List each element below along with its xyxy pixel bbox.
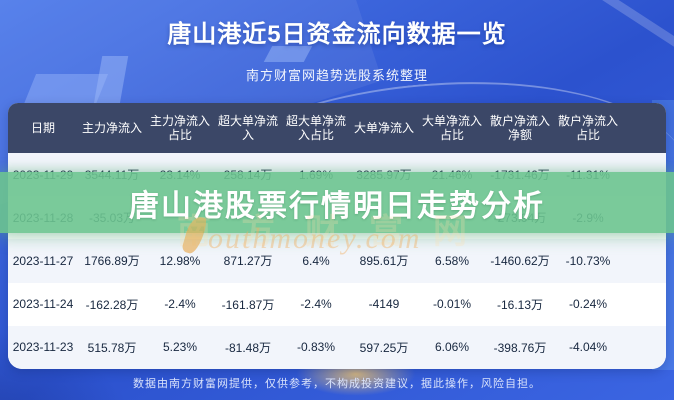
column-header-main-net-inflow: 主力净流入	[81, 120, 142, 135]
cell-value: -0.24%	[568, 297, 608, 312]
column-header-large-net-inflow: 大单净流入	[353, 120, 414, 135]
cell-date: 2023-11-24	[12, 297, 74, 312]
cell-value: -4149	[368, 297, 400, 312]
cell-value: 6.58%	[434, 253, 470, 268]
disclaimer-text: 数据由南方财富网提供，仅供参考，不构成投资建议，据此操作，风险自担。	[133, 378, 541, 390]
cell-value: -0.83%	[296, 340, 336, 355]
cell-value: 871.27万	[223, 254, 273, 269]
cell-value: 5.23%	[162, 340, 198, 355]
fund-flow-table: 日期 主力净流入 主力净流入占比 超大单净流入 超大单净流入占比 大单净流入 大…	[8, 103, 666, 369]
column-header-retail-net-inflow-ratio: 散户净流入占比	[557, 113, 618, 142]
column-header-super-large-net-inflow: 超大单净流入	[217, 113, 278, 142]
cell-date: 2023-11-23	[12, 340, 74, 355]
page-subtitle: 南方财富网趋势选股系统整理	[245, 68, 428, 83]
cell-value: 1766.89万	[84, 254, 140, 269]
column-header-super-large-net-inflow-ratio: 超大单净流入占比	[285, 113, 346, 142]
cell-value: 515.78万	[87, 340, 137, 355]
headline-overlay-text: 唐山港股票行情明日走势分析	[129, 189, 545, 223]
table-row: 2023-11-27 1766.89万 12.98% 871.27万 6.4% …	[8, 239, 666, 283]
cell-value: 12.98%	[159, 253, 201, 268]
cell-value: -398.76万	[493, 340, 547, 355]
table-row: 2023-11-23 515.78万 5.23% -81.48万 -0.83% …	[8, 325, 666, 369]
column-header-date: 日期	[30, 120, 55, 135]
column-header-large-net-inflow-ratio: 大单净流入占比	[421, 113, 482, 142]
cell-value: -4.04%	[568, 340, 608, 355]
cell-value: 6.06%	[434, 340, 470, 355]
cell-value: 6.4%	[302, 253, 330, 268]
cell-value: -10.73%	[565, 253, 611, 268]
column-header-retail-net-inflow: 散户净流入净额	[489, 113, 550, 142]
cell-value: -2.4%	[300, 297, 332, 312]
cell-value: -0.01%	[432, 297, 472, 312]
table-row: 2023-11-24 -162.28万 -2.4% -161.87万 -2.4%…	[8, 282, 666, 326]
table-header-row: 日期 主力净流入 主力净流入占比 超大单净流入 超大单净流入占比 大单净流入 大…	[8, 103, 666, 153]
cell-date: 2023-11-27	[12, 253, 74, 268]
cell-value: 895.61万	[359, 254, 409, 269]
cell-value: -162.28万	[85, 297, 139, 312]
cell-value: -2.4%	[164, 297, 196, 312]
headline-overlay-band: 唐山港股票行情明日走势分析	[0, 172, 674, 233]
cell-value: -81.48万	[224, 340, 272, 355]
cell-value: -1460.62万	[490, 254, 550, 269]
column-header-main-net-inflow-ratio: 主力净流入占比	[149, 113, 210, 142]
cell-value: -16.13万	[496, 297, 544, 312]
cell-value: -161.87万	[221, 297, 275, 312]
page-title: 唐山港近5日资金流向数据一览	[167, 21, 507, 48]
cell-value: 597.25万	[359, 340, 409, 355]
